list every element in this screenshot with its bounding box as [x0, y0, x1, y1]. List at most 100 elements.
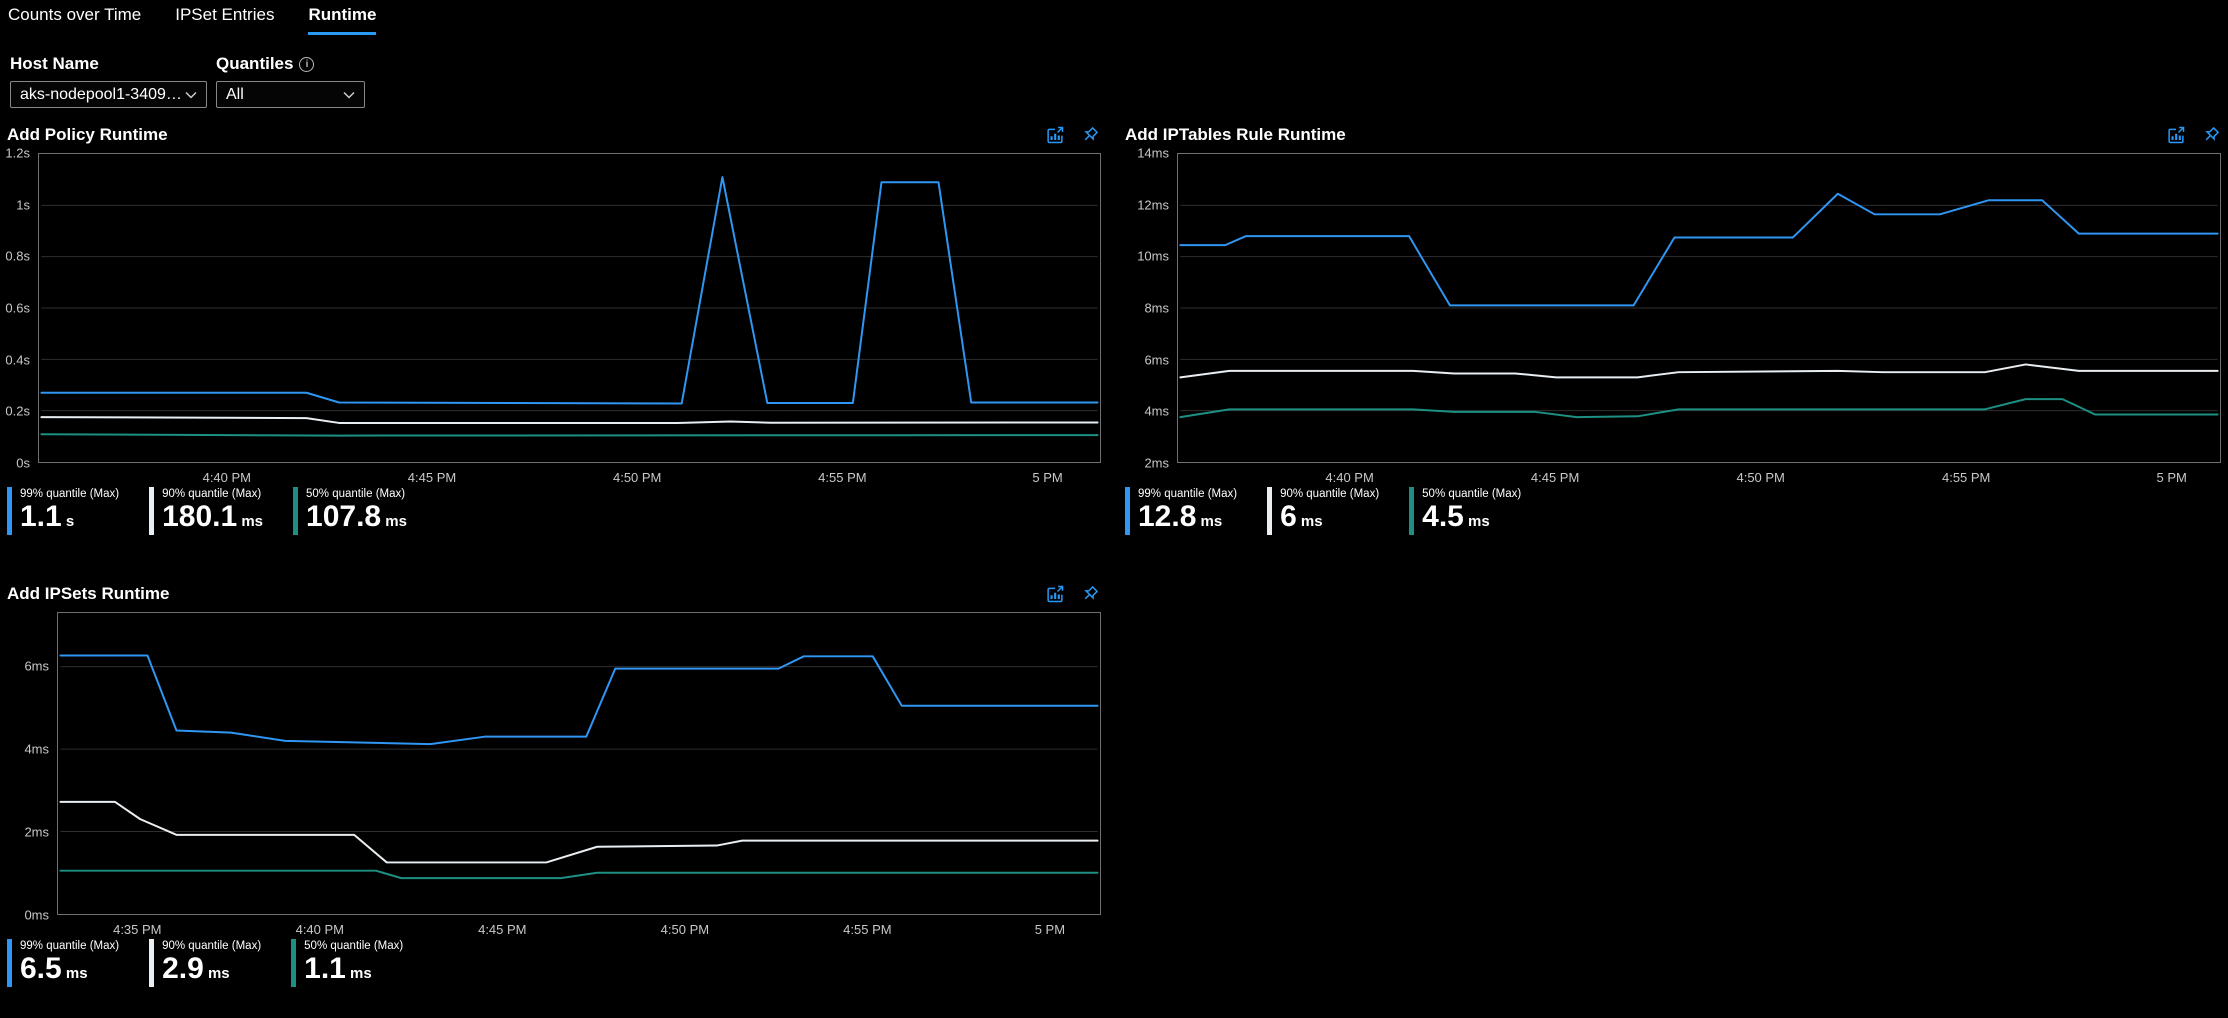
y-axis-label: 4ms — [1144, 403, 1169, 419]
legend-color-bar — [291, 939, 297, 987]
legend-text: 90% quantile (Max) 180.1 ms — [162, 487, 263, 535]
legend-text: 90% quantile (Max) 2.9 ms — [162, 939, 261, 987]
open-in-logs-icon[interactable] — [1045, 584, 1065, 604]
x-axis-label: 4:40 PM — [295, 922, 345, 937]
panel-header: Add IPTables Rule Runtime — [1125, 120, 2225, 152]
legend-text: 99% quantile (Max) 12.8 ms — [1138, 487, 1237, 535]
legend-item[interactable]: 90% quantile (Max) 6 ms — [1267, 487, 1379, 535]
line-chart[interactable] — [57, 612, 1101, 915]
y-axis-label: 2ms — [24, 824, 49, 840]
y-axis-label: 6ms — [24, 658, 49, 674]
legend-item[interactable]: 50% quantile (Max) 1.1 ms — [291, 939, 403, 987]
legend-item[interactable]: 99% quantile (Max) 12.8 ms — [1125, 487, 1237, 535]
legend-text: 90% quantile (Max) 6 ms — [1280, 487, 1379, 535]
legend-color-bar — [1409, 487, 1415, 535]
legend-color-bar — [149, 939, 155, 987]
pin-icon[interactable] — [2201, 125, 2221, 145]
series-line — [59, 654, 1099, 746]
quantiles-dropdown[interactable]: All — [216, 81, 365, 108]
open-in-logs-icon[interactable] — [2166, 125, 2186, 145]
legend-text: 50% quantile (Max) 107.8 ms — [306, 487, 407, 535]
legend-text: 50% quantile (Max) 4.5 ms — [1422, 487, 1521, 535]
tab-runtime[interactable]: Runtime — [308, 5, 377, 35]
host-name-label-text: Host Name — [10, 54, 99, 73]
filter-bar: Host Name aks-nodepool1-34099109... Quan… — [10, 54, 365, 108]
x-axis: 4:40 PM 4:45 PM 4:50 PM 4:55 PM 5 PM — [38, 463, 1104, 489]
line-chart[interactable] — [1177, 153, 2221, 463]
series-line — [1179, 398, 2219, 419]
quantiles-value: All — [226, 85, 244, 103]
legend-item[interactable]: 90% quantile (Max) 180.1 ms — [149, 487, 263, 535]
y-axis-label: 14ms — [1137, 145, 1169, 161]
legend-item[interactable]: 99% quantile (Max) 6.5 ms — [7, 939, 119, 987]
panel-title: Add IPSets Runtime — [7, 584, 170, 603]
legend-unit: ms — [203, 965, 230, 982]
legend-value: 6 ms — [1280, 500, 1323, 533]
legend-item[interactable]: 90% quantile (Max) 2.9 ms — [149, 939, 261, 987]
panel-add-policy-runtime: Add Policy Runtime 1.2s 1s 0.8s 0.6s 0.4s 0.2… — [5, 120, 1104, 535]
host-name-label: Host Name — [10, 54, 207, 74]
y-axis-label: 12ms — [1137, 197, 1169, 213]
quantiles-label: Quantiles i — [216, 54, 365, 74]
y-axis-label: 0.4s — [5, 352, 30, 368]
x-axis-label: 4:45 PM — [478, 922, 527, 937]
chart-plot-area: 1.2s 1s 0.8s 0.6s 0.4s 0.2s 0s 4:40 PM 4:45 PM 4… — [5, 146, 1104, 485]
legend-unit: ms — [345, 965, 372, 982]
panel-title: Add Policy Runtime — [7, 125, 168, 144]
series-line — [40, 433, 1099, 437]
x-axis-label: 5 PM — [1034, 922, 1066, 937]
legend-value: 6.5 ms — [20, 952, 88, 985]
host-name-value: aks-nodepool1-34099109... — [20, 85, 185, 103]
quantiles-filter: Quantiles i All — [216, 54, 365, 108]
pin-icon[interactable] — [1080, 584, 1100, 604]
y-axis: 6ms 4ms 2ms 0ms — [11, 612, 57, 923]
host-name-dropdown[interactable]: aks-nodepool1-34099109... — [10, 81, 207, 108]
panel-actions — [1045, 125, 1100, 145]
legend-label: 50% quantile (Max) — [304, 940, 404, 952]
legend-label: 99% quantile (Max) — [20, 488, 120, 500]
tab-counts-over-time[interactable]: Counts over Time — [8, 5, 142, 24]
legend-item[interactable]: 50% quantile (Max) 107.8 ms — [293, 487, 407, 535]
legend-label: 99% quantile (Max) — [1138, 488, 1238, 500]
legend-item[interactable]: 99% quantile (Max) 1.1 s — [7, 487, 119, 535]
series-line — [59, 869, 1099, 880]
tab-ipset-entries[interactable]: IPSet Entries — [175, 5, 275, 24]
x-axis-label: 4:55 PM — [843, 922, 892, 937]
legend-value: 107.8 ms — [306, 500, 407, 533]
x-axis-label: 4:55 PM — [818, 470, 867, 485]
y-axis-label: 0.8s — [5, 248, 30, 264]
pin-icon[interactable] — [1080, 125, 1100, 145]
y-axis-label: 10ms — [1137, 248, 1169, 264]
legend-label: 50% quantile (Max) — [306, 488, 406, 500]
legend-text: 50% quantile (Max) 1.1 ms — [304, 939, 403, 987]
x-axis-label: 5 PM — [2156, 470, 2187, 485]
info-icon[interactable]: i — [299, 56, 315, 72]
chart-legend: 99% quantile (Max) 6.5 ms 90% quantile (Ma… — [7, 939, 1104, 987]
legend-color-bar — [7, 487, 12, 535]
legend-value: 2.9 ms — [162, 952, 230, 985]
x-axis: 4:35 PM 4:40 PM 4:45 PM 4:50 PM 4:55 PM 5 PM — [57, 915, 1104, 941]
y-axis-label: 1.2s — [5, 145, 30, 161]
x-axis-label: 4:45 PM — [1530, 470, 1580, 485]
panel-add-ipsets-runtime: Add IPSets Runtime 6ms 4ms 2ms 0ms 4:35 PM 4… — [7, 579, 1104, 987]
chart-plot-area: 14ms 12ms 10ms 8ms 6ms 4ms 2ms 4:40 PM 4:45 PM 4… — [1137, 146, 2225, 485]
y-axis-label: 0.2s — [5, 403, 30, 419]
legend-unit: ms — [1463, 513, 1490, 530]
chart-legend: 99% quantile (Max) 12.8 ms 90% quantile (M… — [1125, 487, 2225, 535]
legend-label: 90% quantile (Max) — [162, 940, 262, 952]
legend-label: 99% quantile (Max) — [20, 940, 120, 952]
open-in-logs-icon[interactable] — [1045, 125, 1065, 145]
legend-item[interactable]: 50% quantile (Max) 4.5 ms — [1409, 487, 1521, 535]
legend-value: 12.8 ms — [1138, 500, 1223, 533]
legend-unit: ms — [381, 513, 407, 530]
x-axis-label: 4:40 PM — [1325, 470, 1374, 485]
y-axis-label: 4ms — [24, 741, 49, 757]
chart-plot-area: 6ms 4ms 2ms 0ms 4:35 PM 4:40 PM 4:45 PM 4:50 P… — [24, 612, 1104, 937]
line-chart[interactable] — [38, 153, 1101, 463]
x-axis-label: 4:35 PM — [113, 922, 162, 937]
legend-unit: s — [61, 513, 75, 530]
legend-unit: ms — [1296, 513, 1323, 530]
legend-color-bar — [293, 487, 299, 535]
legend-value: 4.5 ms — [1422, 500, 1490, 533]
